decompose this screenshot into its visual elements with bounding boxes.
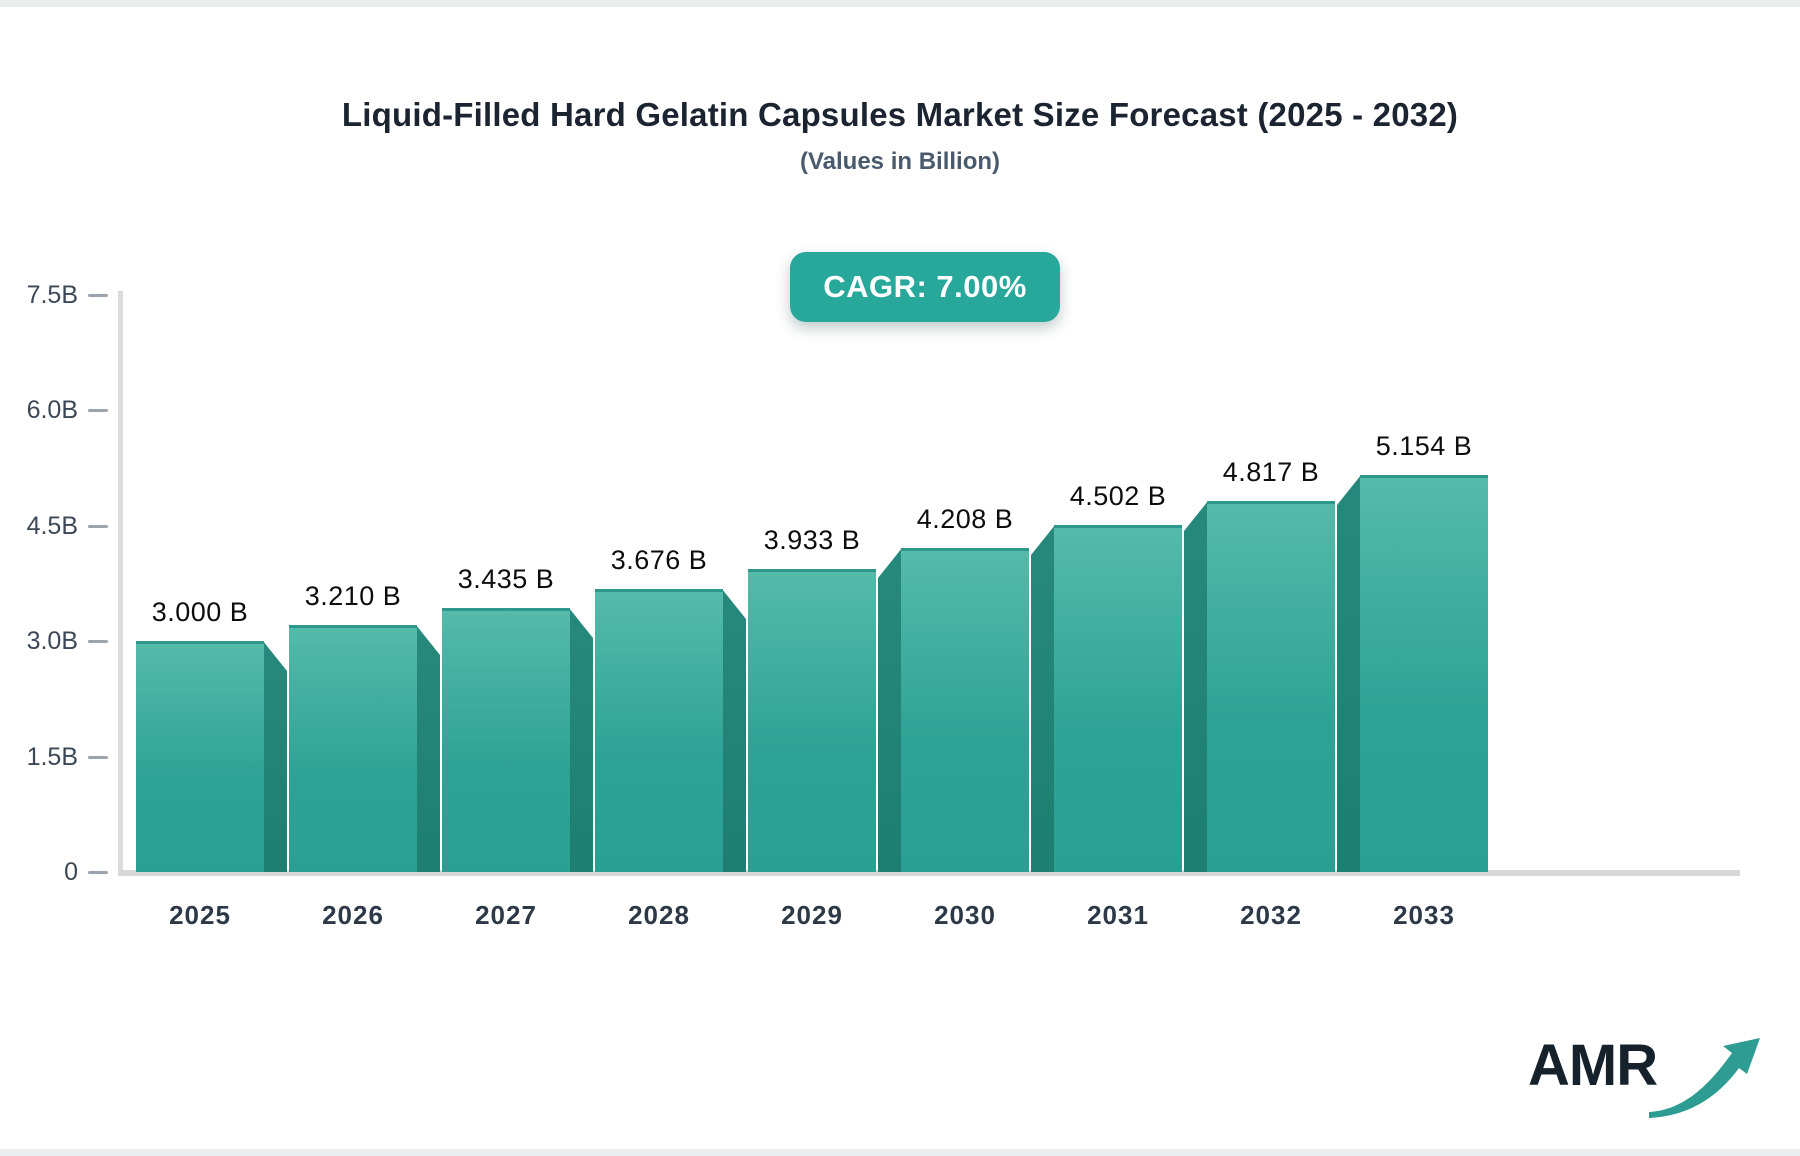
x-axis-category-label: 2026 bbox=[322, 900, 384, 930]
y-tick-label: 0 bbox=[64, 858, 78, 886]
trending-up-arrow-icon bbox=[1649, 1038, 1760, 1118]
top-edge-divider bbox=[0, 0, 1800, 7]
chart-subtitle: (Values in Billion) bbox=[799, 148, 1001, 175]
y-tick-mark bbox=[88, 524, 108, 528]
bar bbox=[136, 641, 264, 872]
bar-3d-side-face bbox=[1184, 501, 1208, 872]
y-tick-mark bbox=[88, 293, 108, 297]
y-tick-label: 1.5B bbox=[26, 742, 78, 771]
bar-3d-side-face bbox=[569, 608, 593, 872]
y-tick-mark bbox=[88, 755, 108, 759]
x-axis-category-label: 2025 bbox=[169, 900, 231, 930]
bar-3d-side-face bbox=[722, 589, 746, 872]
y-tick-mark bbox=[88, 409, 108, 412]
bar bbox=[901, 548, 1029, 872]
bar bbox=[748, 569, 876, 872]
x-axis-category-label: 2030 bbox=[934, 900, 996, 930]
cagr-badge: CAGR: 7.00% bbox=[790, 252, 1060, 322]
x-axis-category-label: 2033 bbox=[1393, 900, 1455, 930]
bar-3d-side-face bbox=[1031, 525, 1055, 872]
x-axis-category-label: 2029 bbox=[781, 900, 843, 930]
y-axis-line bbox=[118, 291, 123, 876]
x-axis-category-label: 2032 bbox=[1240, 900, 1302, 930]
x-axis-category-label: 2027 bbox=[475, 900, 537, 930]
bar bbox=[595, 589, 723, 872]
x-axis-baseline bbox=[118, 870, 1740, 876]
bar-value-label: 3.933 B bbox=[763, 525, 861, 555]
bar bbox=[1207, 501, 1335, 872]
bar-3d-side-face bbox=[263, 641, 287, 872]
bar-value-label: 3.000 B bbox=[151, 597, 249, 627]
bar-value-label: 3.435 B bbox=[457, 564, 555, 594]
chart-title: Liquid-Filled Hard Gelatin Capsules Mark… bbox=[341, 96, 1459, 133]
bar-3d-side-face bbox=[878, 548, 902, 872]
amr-logo-text: AMR bbox=[1528, 1033, 1658, 1098]
y-tick-label: 4.5B bbox=[26, 511, 78, 540]
y-tick-label: 7.5B bbox=[26, 280, 78, 309]
x-axis-category-label: 2028 bbox=[628, 900, 690, 930]
y-tick-label: 3.0B bbox=[26, 627, 78, 655]
amr-logo: AMR bbox=[1528, 1032, 1768, 1127]
bar-value-label: 5.154 B bbox=[1375, 431, 1473, 461]
y-tick-mark bbox=[88, 640, 108, 643]
x-axis-category-label: 2031 bbox=[1087, 900, 1149, 930]
bar-value-label: 4.208 B bbox=[916, 504, 1014, 534]
bar-value-label: 4.817 B bbox=[1222, 457, 1320, 487]
y-tick-mark bbox=[88, 871, 108, 874]
bar-value-label: 3.676 B bbox=[610, 545, 708, 575]
bar bbox=[442, 608, 570, 872]
bar-value-label: 4.502 B bbox=[1069, 481, 1167, 511]
bar-3d-side-face bbox=[416, 625, 440, 872]
y-tick-label: 6.0B bbox=[26, 396, 78, 424]
bottom-edge-divider bbox=[0, 1149, 1800, 1156]
bar bbox=[1054, 525, 1182, 872]
bar-value-label: 3.210 B bbox=[304, 581, 402, 611]
bar-3d-side-face bbox=[1337, 475, 1361, 872]
bar bbox=[289, 625, 417, 872]
bar bbox=[1360, 475, 1488, 872]
